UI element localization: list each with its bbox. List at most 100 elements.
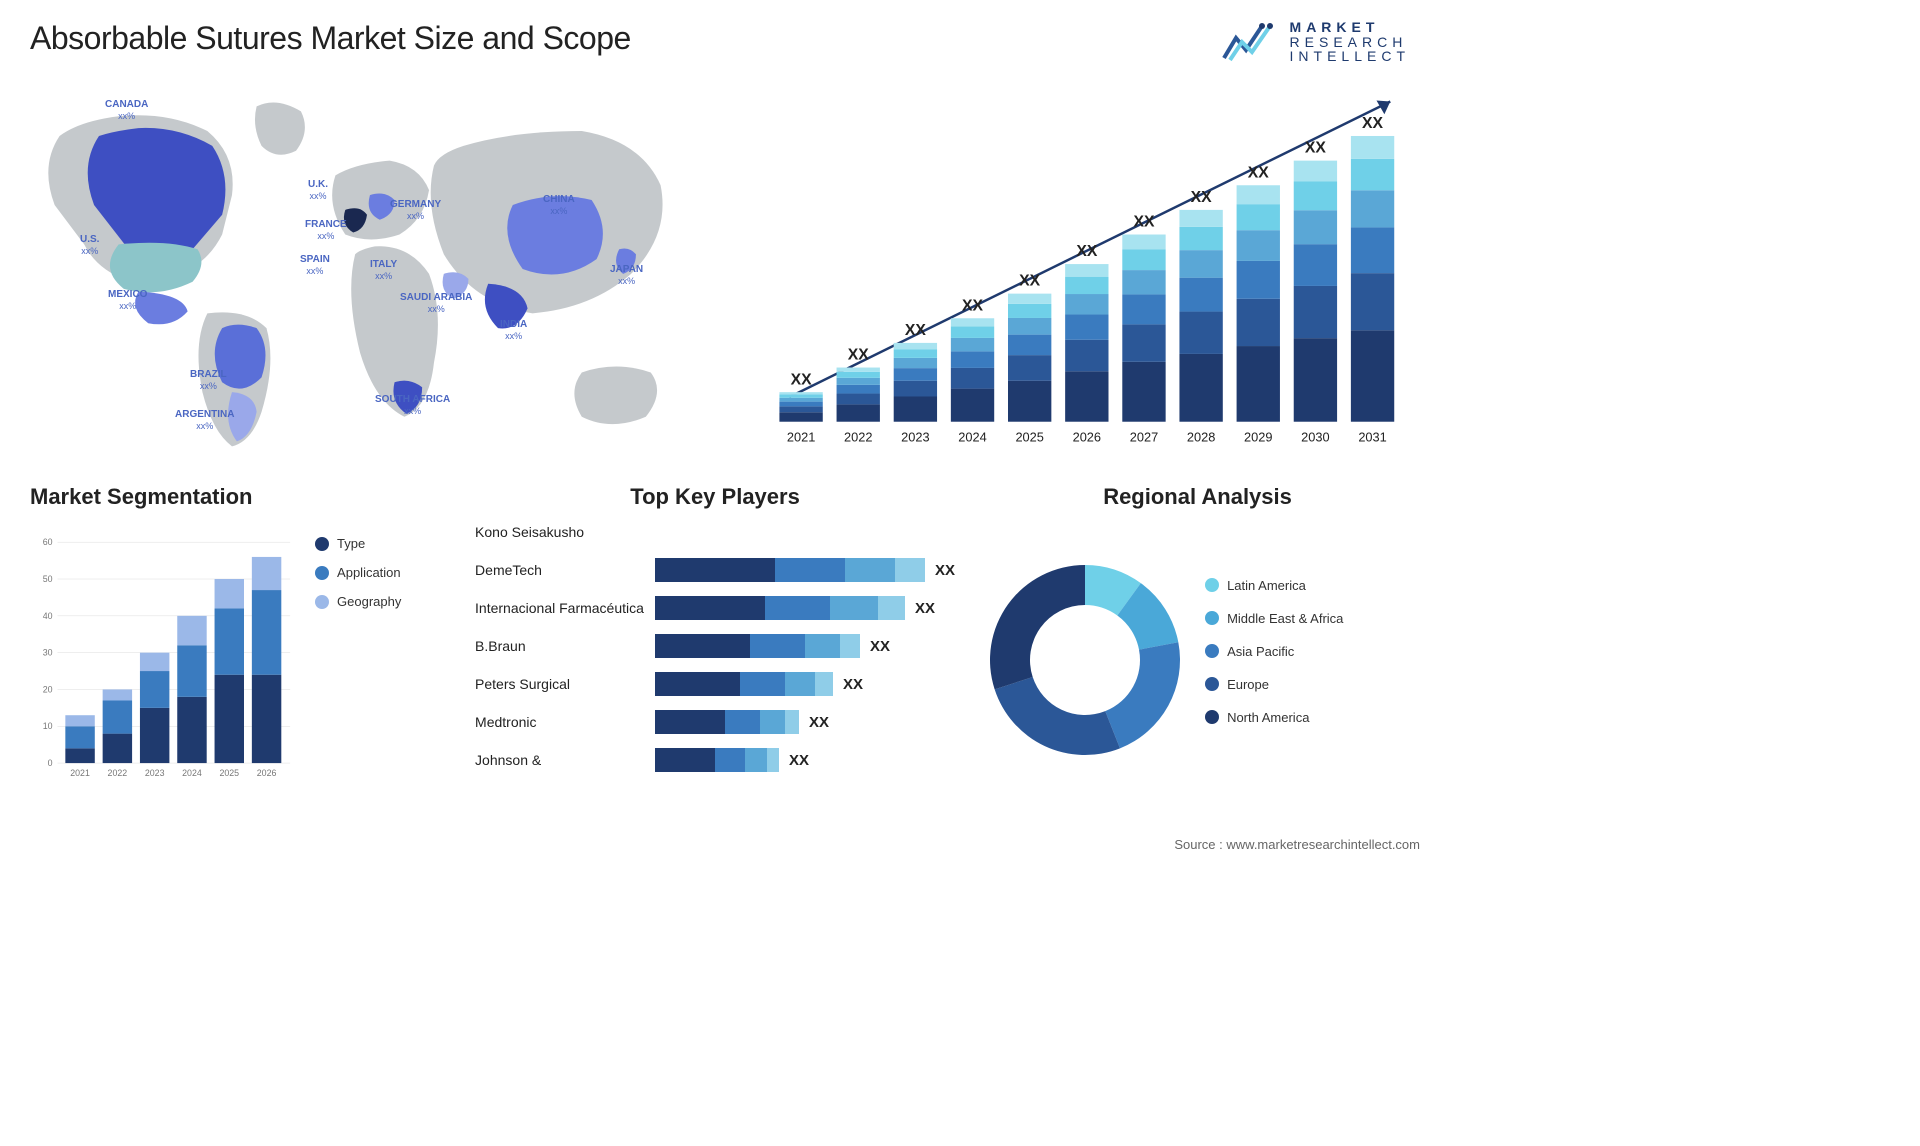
growth-bar-year: 2021 bbox=[787, 429, 815, 444]
map-label-germany: GERMANYxx% bbox=[390, 199, 441, 221]
player-bar bbox=[655, 558, 925, 582]
regional-title: Regional Analysis bbox=[985, 484, 1410, 510]
growth-bar-value: XX bbox=[848, 347, 870, 364]
map-label-japan: JAPANxx% bbox=[610, 264, 643, 286]
player-name: Johnson & bbox=[475, 752, 655, 768]
svg-text:0: 0 bbox=[48, 758, 53, 768]
growth-bar-year: 2029 bbox=[1244, 429, 1272, 444]
seg-bar-seg bbox=[177, 645, 206, 697]
segmentation-body: 0102030405060202120222023202420252026 Ty… bbox=[30, 516, 445, 804]
logo-line2: RESEARCH bbox=[1290, 35, 1410, 50]
growth-bar-seg bbox=[1351, 273, 1394, 330]
seg-year-label: 2026 bbox=[257, 768, 277, 778]
growth-bar-seg bbox=[894, 368, 937, 381]
player-barwrap: XX bbox=[655, 596, 955, 620]
player-name: Internacional Farmacéutica bbox=[475, 600, 655, 616]
growth-bar-seg bbox=[837, 385, 880, 394]
svg-text:50: 50 bbox=[43, 574, 53, 584]
player-bar-seg bbox=[785, 672, 815, 696]
growth-bar-value: XX bbox=[1133, 214, 1155, 231]
regional-legend: Latin AmericaMiddle East & AfricaAsia Pa… bbox=[1205, 578, 1410, 743]
growth-bar-chart: XX2021XX2022XX2023XX2024XX2025XX2026XX20… bbox=[740, 74, 1410, 464]
growth-bar-seg bbox=[1351, 190, 1394, 227]
growth-bar-value: XX bbox=[1248, 164, 1270, 181]
growth-bar-seg bbox=[1179, 354, 1222, 422]
growth-bar-seg bbox=[1237, 230, 1280, 261]
player-bar-seg bbox=[655, 672, 740, 696]
player-bar-seg bbox=[745, 748, 767, 772]
growth-bar-seg bbox=[1065, 340, 1108, 372]
legend-swatch bbox=[315, 595, 329, 609]
growth-bar-seg bbox=[1122, 362, 1165, 422]
legend-label: Type bbox=[337, 536, 365, 551]
growth-bar-value: XX bbox=[962, 297, 984, 314]
seg-bar-seg bbox=[103, 701, 132, 734]
brand-logo: MARKET RESEARCH INTELLECT bbox=[1222, 20, 1410, 64]
legend-swatch bbox=[315, 566, 329, 580]
growth-bar-seg bbox=[1008, 335, 1051, 355]
growth-bar-seg bbox=[779, 392, 822, 394]
growth-bar-seg bbox=[779, 406, 822, 412]
seg-bar-seg bbox=[215, 675, 244, 763]
player-bar-seg bbox=[815, 672, 833, 696]
growth-bar-seg bbox=[1237, 204, 1280, 230]
map-label-spain: SPAINxx% bbox=[300, 254, 330, 276]
player-barwrap: XX bbox=[655, 672, 955, 696]
player-bar-seg bbox=[725, 710, 760, 734]
growth-bar-year: 2023 bbox=[901, 429, 929, 444]
map-label-mexico: MEXICOxx% bbox=[108, 289, 147, 311]
svg-text:20: 20 bbox=[43, 684, 53, 694]
growth-bar-seg bbox=[1122, 324, 1165, 361]
seg-year-label: 2025 bbox=[219, 768, 239, 778]
growth-bar-seg bbox=[779, 412, 822, 421]
logo-text: MARKET RESEARCH INTELLECT bbox=[1290, 20, 1410, 64]
growth-bar-seg bbox=[837, 394, 880, 405]
player-bar-seg bbox=[765, 596, 830, 620]
segmentation-panel: Market Segmentation 01020304050602021202… bbox=[30, 484, 445, 804]
growth-bar-value: XX bbox=[791, 371, 813, 388]
player-bar-seg bbox=[655, 748, 715, 772]
growth-bar-seg bbox=[1351, 136, 1394, 159]
seg-bar-seg bbox=[65, 715, 94, 726]
map-label-brazil: BRAZILxx% bbox=[190, 369, 227, 391]
seg-bar-seg bbox=[140, 671, 169, 708]
top-row: CANADAxx%U.S.xx%MEXICOxx%BRAZILxx%ARGENT… bbox=[30, 74, 1410, 464]
growth-bar-seg bbox=[1179, 250, 1222, 278]
growth-bar-seg bbox=[1179, 312, 1222, 354]
player-barwrap: XX bbox=[655, 748, 955, 772]
seg-year-label: 2022 bbox=[108, 768, 128, 778]
growth-bar-seg bbox=[1008, 294, 1051, 304]
seg-bar-seg bbox=[215, 609, 244, 675]
growth-bar-seg bbox=[1065, 277, 1108, 294]
player-value: XX bbox=[809, 714, 829, 731]
player-name: Peters Surgical bbox=[475, 676, 655, 692]
growth-bar-value: XX bbox=[1191, 189, 1213, 206]
player-row: DemeTechXX bbox=[475, 554, 955, 586]
source-attribution: Source : www.marketresearchintellect.com bbox=[1174, 837, 1420, 852]
region-legend-item: North America bbox=[1205, 710, 1410, 725]
donut-slice bbox=[1105, 642, 1180, 748]
growth-bar-seg bbox=[1122, 250, 1165, 271]
growth-bar-seg bbox=[1008, 304, 1051, 318]
growth-bar-year: 2025 bbox=[1015, 429, 1043, 444]
growth-bar-seg bbox=[1351, 159, 1394, 190]
player-name: Medtronic bbox=[475, 714, 655, 730]
growth-bar-seg bbox=[951, 389, 994, 422]
world-map-panel: CANADAxx%U.S.xx%MEXICOxx%BRAZILxx%ARGENT… bbox=[30, 74, 700, 464]
donut-slice bbox=[995, 677, 1120, 755]
growth-bar-seg bbox=[837, 368, 880, 372]
growth-chart-panel: XX2021XX2022XX2023XX2024XX2025XX2026XX20… bbox=[740, 74, 1410, 464]
legend-label: Geography bbox=[337, 594, 401, 609]
growth-bar-seg bbox=[951, 338, 994, 351]
legend-swatch bbox=[1205, 644, 1219, 658]
growth-bar-seg bbox=[1294, 244, 1337, 286]
player-value: XX bbox=[789, 752, 809, 769]
region-legend-item: Asia Pacific bbox=[1205, 644, 1410, 659]
player-bar-seg bbox=[655, 710, 725, 734]
growth-bar-seg bbox=[1237, 185, 1280, 204]
seg-bar-seg bbox=[177, 697, 206, 763]
growth-bar-seg bbox=[779, 402, 822, 407]
players-body: Kono SeisakushoDemeTechXXInternacional F… bbox=[475, 516, 955, 786]
growth-bar-seg bbox=[894, 381, 937, 397]
player-bar-seg bbox=[750, 634, 805, 658]
